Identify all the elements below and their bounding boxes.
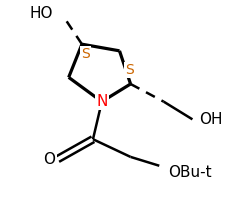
Text: O: O [43, 152, 55, 167]
Text: HO: HO [30, 6, 53, 21]
Text: OBu-t: OBu-t [168, 165, 212, 180]
Text: OH: OH [199, 112, 223, 127]
Text: S: S [125, 63, 134, 77]
Text: S: S [81, 47, 90, 61]
Text: N: N [96, 94, 108, 109]
